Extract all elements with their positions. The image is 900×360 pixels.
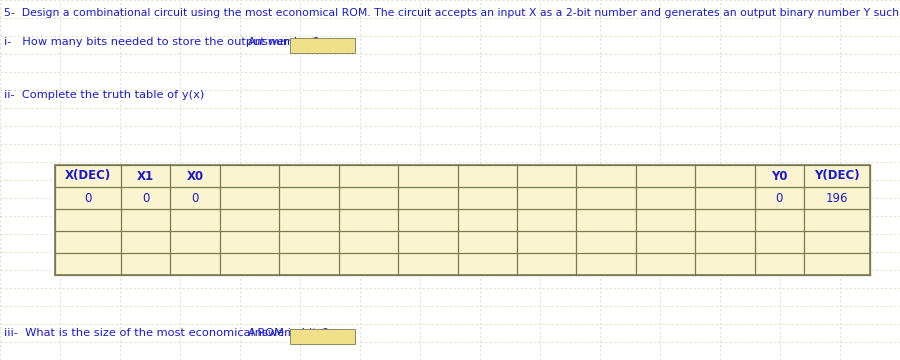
Text: X1: X1 [137,170,154,183]
FancyBboxPatch shape [55,165,870,275]
Text: 0: 0 [85,192,92,204]
FancyBboxPatch shape [290,329,355,344]
Text: Answer=: Answer= [248,37,300,47]
Text: ii-  Complete the truth table of y(x): ii- Complete the truth table of y(x) [4,90,204,100]
Text: 0: 0 [142,192,149,204]
Text: X0: X0 [186,170,203,183]
Text: 5-  Design a combinational circuit using the most economical ROM. The circuit ac: 5- Design a combinational circuit using … [4,8,900,18]
Text: iii-  What is the size of the most economical ROM in bits?: iii- What is the size of the most econom… [4,328,328,338]
FancyBboxPatch shape [290,38,355,53]
Text: 196: 196 [826,192,849,204]
Text: Answer=: Answer= [248,328,300,338]
Text: Y(DEC): Y(DEC) [814,170,860,183]
Text: X(DEC): X(DEC) [65,170,111,183]
Text: i-   How many bits needed to store the output number?: i- How many bits needed to store the out… [4,37,319,47]
Text: Y0: Y0 [771,170,788,183]
Text: 0: 0 [192,192,199,204]
Text: 0: 0 [776,192,783,204]
